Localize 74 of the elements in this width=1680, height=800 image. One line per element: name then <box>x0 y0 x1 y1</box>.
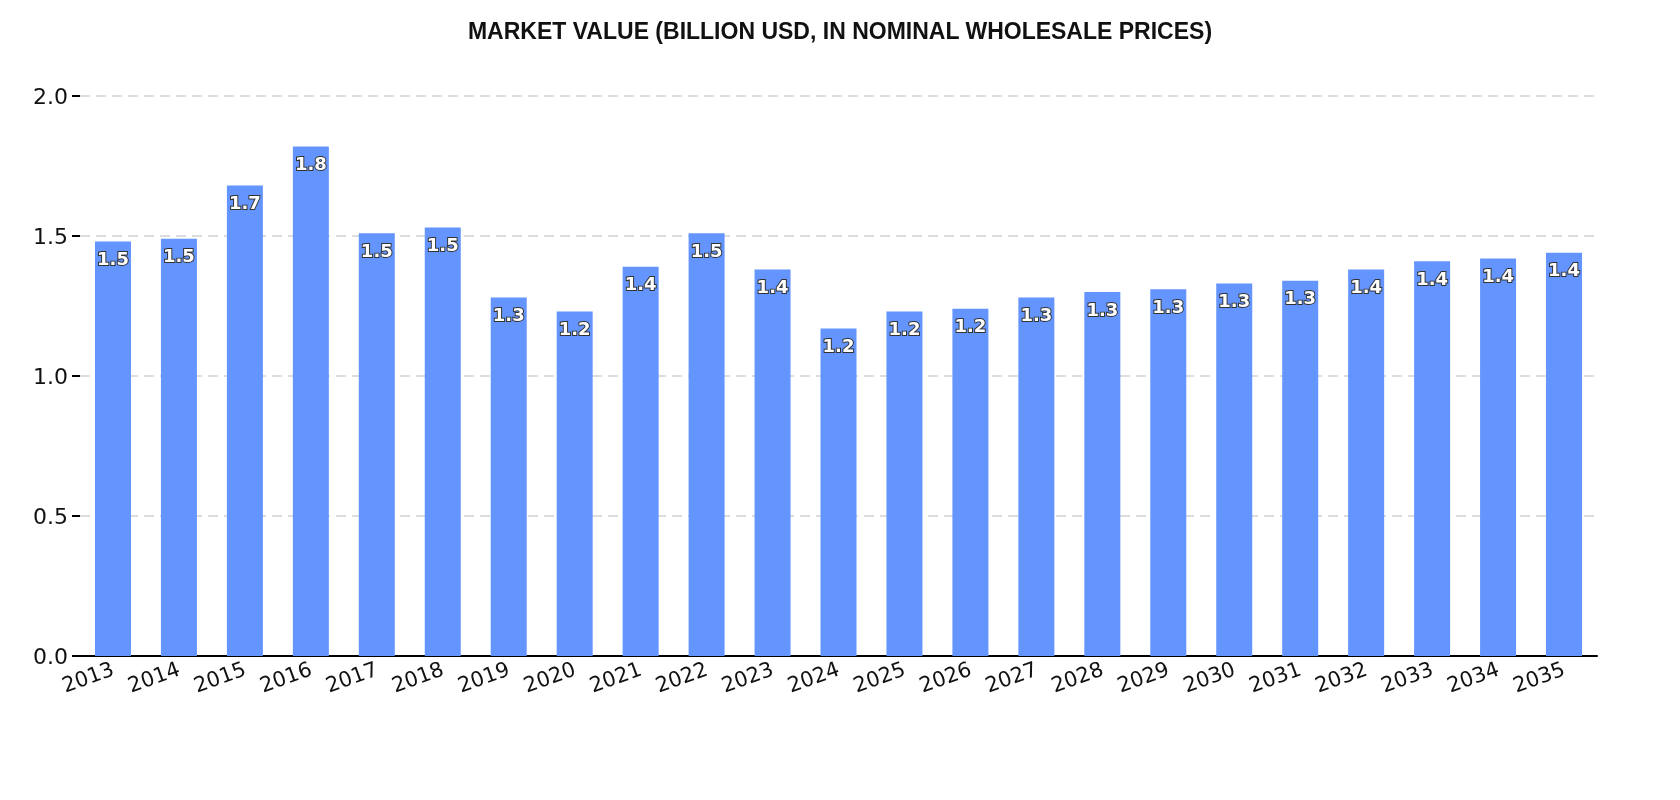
x-tick-label: 2032 <box>1311 656 1371 698</box>
x-tick-label: 2033 <box>1377 656 1437 698</box>
x-tick-label: 2024 <box>784 656 843 698</box>
x-tick-label: 2028 <box>1047 656 1107 698</box>
data-label: 1.3 <box>1284 287 1317 309</box>
x-tick-label: 2019 <box>454 656 513 698</box>
bar <box>1414 261 1451 656</box>
data-label: 1.5 <box>360 239 393 261</box>
data-label: 1.5 <box>162 245 195 267</box>
data-label: 1.3 <box>1218 290 1251 312</box>
x-tick-label: 2020 <box>520 656 579 698</box>
data-label: 1.7 <box>228 192 261 214</box>
data-label: 1.4 <box>1548 259 1580 281</box>
bar <box>1480 258 1517 656</box>
x-tick-label: 2023 <box>718 656 777 698</box>
y-tick-label: 1.0 <box>33 363 68 389</box>
bar <box>1150 289 1187 656</box>
bar <box>292 146 329 656</box>
data-label: 1.3 <box>1152 295 1185 317</box>
x-tick-label: 2029 <box>1113 656 1173 698</box>
x-tick-label: 2016 <box>256 656 315 698</box>
data-label: 1.3 <box>1086 298 1119 320</box>
x-tick-label: 2027 <box>982 656 1041 698</box>
x-tick-label: 2030 <box>1179 656 1239 698</box>
bar <box>1546 252 1583 656</box>
data-label: 1.2 <box>822 334 855 356</box>
y-tick-label: 0.0 <box>33 643 68 669</box>
y-tick-label: 1.5 <box>33 223 68 249</box>
bar <box>226 185 263 656</box>
x-tick-label: 2022 <box>652 656 711 698</box>
data-label: 1.4 <box>1350 276 1383 298</box>
x-tick-label: 2025 <box>850 656 909 698</box>
bar <box>1282 280 1319 656</box>
data-label: 1.3 <box>1020 304 1053 326</box>
data-label: 1.4 <box>1416 267 1449 289</box>
bar <box>160 238 197 656</box>
bar <box>1084 292 1121 656</box>
x-tick-label: 2018 <box>388 656 447 698</box>
x-tick-label: 2015 <box>190 656 249 698</box>
bar <box>424 227 461 656</box>
data-label: 1.8 <box>294 152 327 174</box>
data-label: 1.3 <box>492 304 525 326</box>
bar <box>1348 269 1385 656</box>
y-tick-label: 2.0 <box>33 83 68 109</box>
x-tick-label: 2017 <box>322 656 381 698</box>
data-label: 1.4 <box>624 273 657 295</box>
bar <box>94 241 131 656</box>
bar <box>358 233 395 656</box>
bar <box>886 311 923 656</box>
data-label: 1.4 <box>1482 264 1515 286</box>
x-tick-label: 2031 <box>1245 656 1305 698</box>
data-label: 1.5 <box>97 248 129 270</box>
x-tick-label: 2034 <box>1443 656 1503 698</box>
bar <box>556 311 593 656</box>
data-label: 1.4 <box>756 276 789 298</box>
data-label: 1.5 <box>426 234 459 256</box>
x-tick-label: 2035 <box>1509 656 1569 698</box>
x-tick-label: 2014 <box>124 656 184 698</box>
data-label: 1.2 <box>954 315 987 337</box>
x-tick-label: 2026 <box>916 656 975 698</box>
bar <box>622 266 659 656</box>
bar <box>952 308 989 656</box>
y-tick-label: 0.5 <box>33 503 68 529</box>
bar <box>820 328 857 656</box>
data-label: 1.2 <box>888 318 921 340</box>
x-tick-label: 2021 <box>586 656 645 698</box>
bar <box>1018 297 1055 656</box>
data-label: 1.2 <box>558 318 591 340</box>
bar <box>490 297 527 656</box>
bar <box>688 233 725 656</box>
bar <box>754 269 791 656</box>
data-label: 1.5 <box>690 239 723 261</box>
chart-title: MARKET VALUE (BILLION USD, IN NOMINAL WHOLESALE PRICES) <box>467 17 1213 44</box>
bar <box>1216 283 1253 656</box>
